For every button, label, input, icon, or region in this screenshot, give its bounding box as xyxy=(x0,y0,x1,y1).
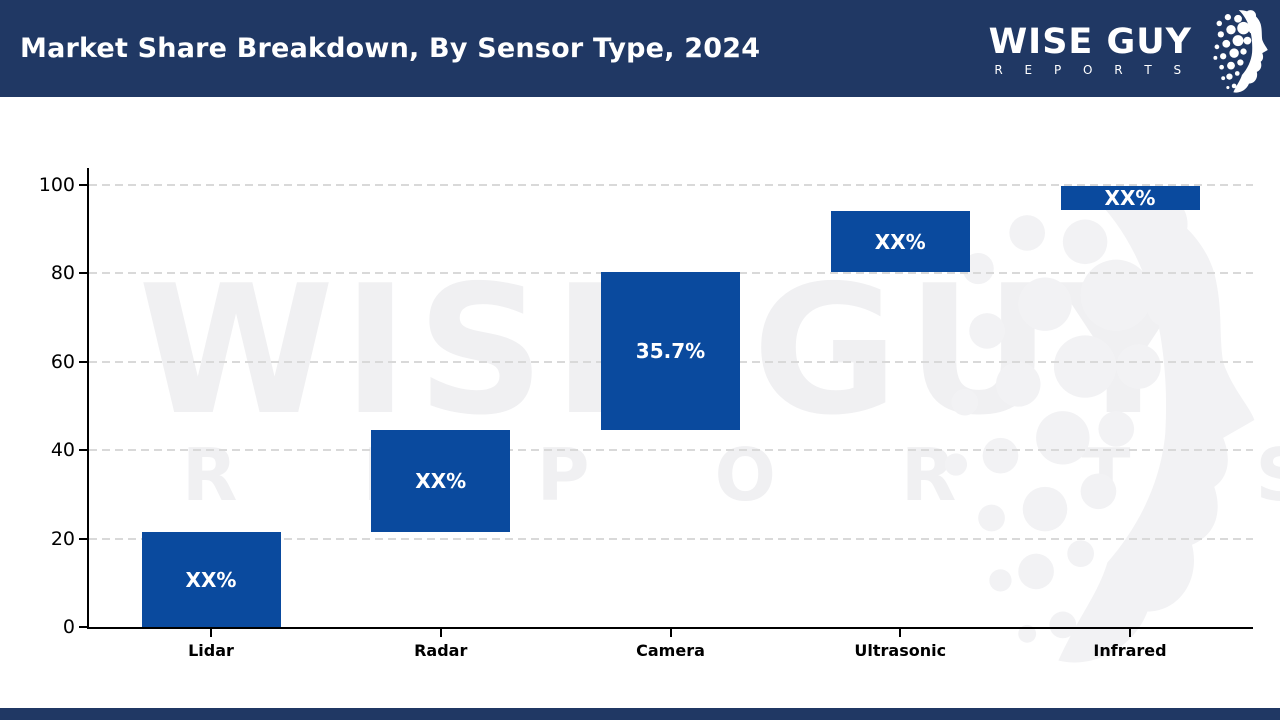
bar-value-label: XX% xyxy=(415,469,467,494)
bar-camera: 35.7% xyxy=(601,272,740,431)
watermark-head-icon xyxy=(944,192,1255,663)
x-tick-label-lidar: Lidar xyxy=(188,641,234,660)
x-tick-mark xyxy=(669,629,672,637)
x-tick-mark xyxy=(210,629,212,637)
wiseguy-logo: WISE GUY R E P O R T S xyxy=(989,8,1268,93)
bar-ultrasonic: XX% xyxy=(830,210,970,273)
x-axis-line xyxy=(87,627,1253,629)
y-tick-mark xyxy=(79,449,87,452)
y-axis-line xyxy=(87,167,89,629)
y-tick-mark xyxy=(79,272,87,275)
y-tick-mark xyxy=(79,626,87,628)
x-tick-mark xyxy=(1129,629,1131,637)
gridline-100 xyxy=(89,183,1253,186)
logo-subtext: R E P O R T S xyxy=(994,63,1191,77)
header-bar: Market Share Breakdown, By Sensor Type, … xyxy=(0,0,1280,97)
bar-value-label: XX% xyxy=(185,567,237,592)
y-tick-mark xyxy=(79,183,87,186)
y-tick-mark xyxy=(79,360,87,363)
logo-head-icon xyxy=(1213,10,1268,93)
logo-wordmark: WISE GUY xyxy=(988,22,1192,62)
y-tick-label: 20 xyxy=(50,527,75,550)
x-tick-label-infrared: Infrared xyxy=(1093,641,1167,660)
y-tick-label: 60 xyxy=(50,350,75,373)
gridline-20 xyxy=(89,537,1253,540)
y-tick-label: 80 xyxy=(50,262,75,285)
gridline-40 xyxy=(89,449,1253,452)
bar-infrared: XX% xyxy=(1060,186,1200,211)
x-tick-mark xyxy=(899,629,902,637)
y-tick-label: 40 xyxy=(50,439,75,462)
y-tick-label: 100 xyxy=(38,173,75,196)
x-tick-label-camera: Camera xyxy=(636,641,705,660)
y-tick-label: 0 xyxy=(62,616,75,638)
bar-radar: XX% xyxy=(371,430,511,532)
bar-value-label: 35.7% xyxy=(635,339,706,364)
bar-value-label: XX% xyxy=(874,229,926,254)
x-tick-label-radar: Radar xyxy=(414,641,468,660)
x-tick-mark xyxy=(439,629,442,637)
chart-title: Market Share Breakdown, By Sensor Type, … xyxy=(20,33,761,64)
logo-text: WISE GUY R E P O R T S xyxy=(989,23,1192,77)
bar-value-label: XX% xyxy=(1104,186,1156,211)
y-tick-mark xyxy=(79,537,87,540)
x-tick-label-ultrasonic: Ultrasonic xyxy=(854,641,947,660)
footer-bar xyxy=(0,708,1280,720)
bar-lidar: XX% xyxy=(141,532,281,627)
